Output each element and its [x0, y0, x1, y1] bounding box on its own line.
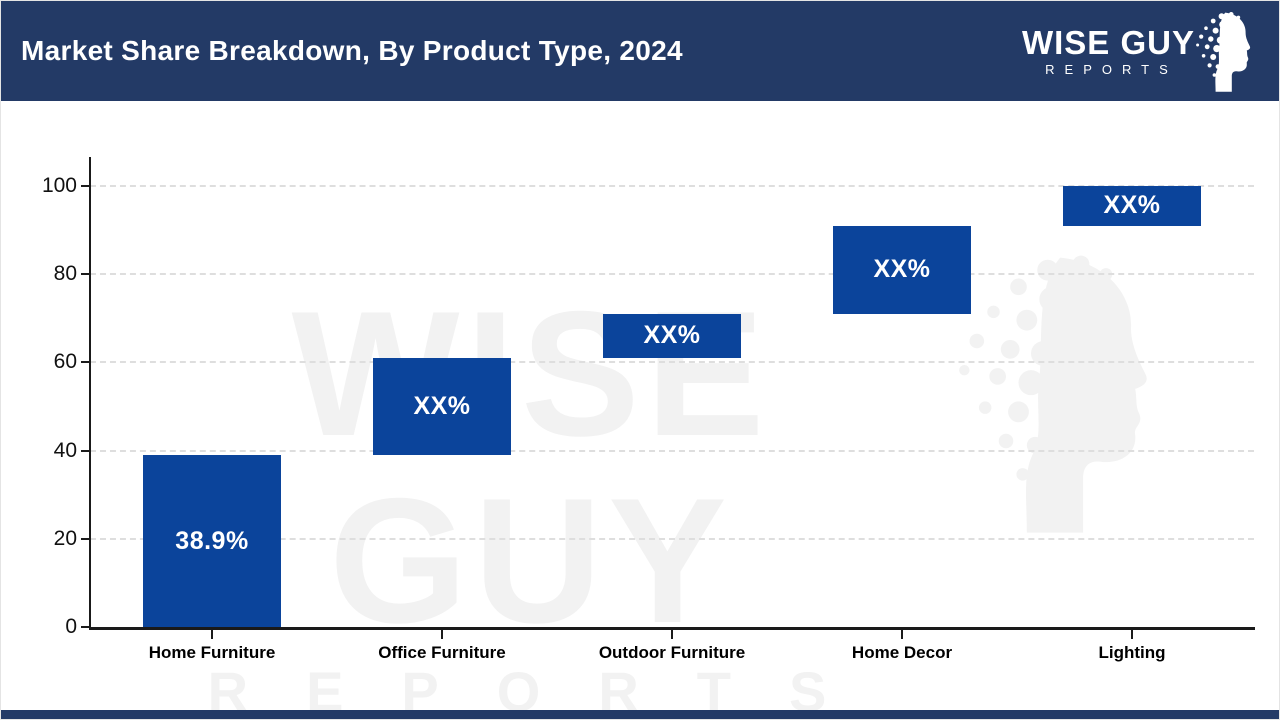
bar-value-label: XX%	[1103, 191, 1161, 220]
x-tick-mark	[671, 630, 673, 639]
logo-head-icon	[1196, 12, 1251, 92]
category-label: Office Furniture	[378, 643, 506, 662]
y-tick-label: 20	[53, 526, 77, 550]
y-tick-label: 0	[65, 615, 77, 638]
x-tick-mark	[211, 630, 213, 639]
chart-area: WISE GUY REPORTS 0 20 40 60 80 100 38.9% XX% XX%…	[1, 101, 1279, 719]
y-tick-mark	[81, 626, 89, 628]
bar-segment: 38.9%	[143, 455, 281, 627]
y-axis-line	[89, 157, 91, 629]
y-gridline	[90, 449, 1254, 452]
bar-segment: XX%	[1063, 186, 1201, 226]
x-tick-mark	[901, 630, 903, 639]
bar-segment: XX%	[833, 225, 971, 314]
y-tick-label: 40	[53, 438, 77, 462]
footer-bar	[1, 710, 1279, 719]
category-label: Home Furniture	[148, 643, 276, 662]
y-tick-mark	[81, 273, 89, 276]
y-tick-mark	[81, 537, 89, 540]
y-tick-mark	[81, 449, 89, 452]
bar-value-label: 38.9%	[175, 526, 249, 555]
wiseguy-logo: WISE GUY REPORTS	[1022, 9, 1267, 93]
category-label: Lighting	[1098, 643, 1166, 662]
y-tick-label: 80	[53, 262, 77, 286]
bar-segment: XX%	[373, 357, 511, 456]
y-gridline	[90, 361, 1254, 364]
logo-text: WISE GUY REPORTS	[1022, 26, 1195, 77]
bar-segment: XX%	[603, 313, 741, 358]
page-title: Market Share Breakdown, By Product Type,…	[21, 35, 683, 66]
y-gridline	[90, 273, 1254, 276]
y-gridline	[90, 185, 1254, 187]
header: Market Share Breakdown, By Product Type,…	[1, 1, 1279, 101]
x-axis-line	[89, 627, 1255, 630]
bar-value-label: XX%	[643, 321, 701, 350]
y-tick-label: 100	[41, 174, 77, 197]
y-tick-mark	[81, 361, 89, 364]
logo-subtitle: REPORTS	[1045, 61, 1178, 77]
category-label: Outdoor Furniture	[598, 643, 746, 662]
y-tick-mark	[81, 185, 89, 187]
bar-value-label: XX%	[873, 255, 931, 284]
logo-wordmark: WISE GUY	[1021, 23, 1195, 61]
y-gridline	[90, 537, 1254, 540]
y-tick-label: 60	[53, 350, 77, 374]
bar-value-label: XX%	[413, 392, 471, 421]
x-tick-mark	[1131, 630, 1133, 639]
x-tick-mark	[441, 630, 443, 639]
category-label: Home Decor	[851, 643, 953, 662]
